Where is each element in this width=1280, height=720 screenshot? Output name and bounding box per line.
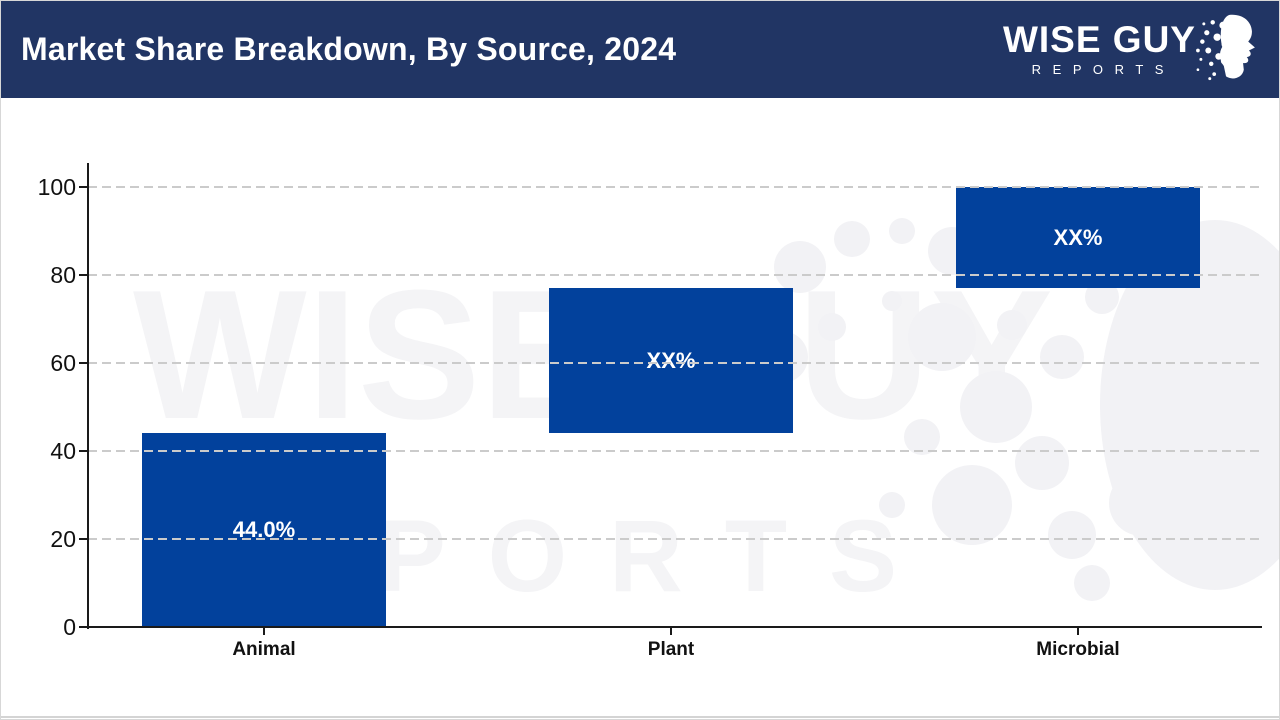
gridline-100 — [88, 186, 1262, 188]
x-tick-plant — [670, 628, 672, 635]
x-tick-animal — [263, 628, 265, 635]
gridline-60 — [88, 362, 1262, 364]
logo-text: WISE GUY R E P O R T S — [1003, 21, 1196, 77]
footer-divider — [0, 716, 1280, 718]
y-tick-100 — [79, 186, 88, 188]
y-tick-label: 40 — [50, 438, 76, 464]
category-label-plant: Plant — [647, 639, 695, 660]
bar-microbial: XX% — [956, 187, 1200, 289]
y-tick-0 — [79, 626, 88, 628]
logo-subtitle: R E P O R T S — [1031, 62, 1168, 77]
x-axis-line — [87, 626, 1262, 628]
header-bar: Market Share Breakdown, By Source, 2024 — [0, 0, 1280, 98]
y-tick-80 — [79, 274, 88, 276]
category-label-animal: Animal — [232, 639, 296, 660]
dotted-face-icon — [1196, 14, 1255, 81]
y-tick-label: 20 — [50, 526, 76, 552]
x-tick-microbial — [1077, 628, 1079, 635]
gridline-40 — [88, 450, 1262, 452]
y-tick-20 — [79, 538, 88, 540]
bar-animal: 44.0% — [142, 433, 386, 627]
y-tick-label: 100 — [37, 174, 76, 200]
y-tick-60 — [79, 362, 88, 364]
bar-value-label: XX% — [1053, 224, 1103, 250]
gridline-80 — [88, 274, 1262, 276]
y-tick-label: 60 — [50, 350, 76, 376]
wise-guy-reports-logo: WISE GUY R E P O R T S — [1003, 6, 1266, 92]
gridline-20 — [88, 538, 1262, 540]
bar-value-label: XX% — [646, 347, 696, 373]
logo-wordmark: WISE GUY — [1002, 19, 1196, 60]
y-tick-label: 80 — [50, 262, 76, 288]
bar-plant: XX% — [549, 288, 793, 434]
y-tick-40 — [79, 450, 88, 452]
page-title: Market Share Breakdown, By Source, 2024 — [21, 30, 677, 67]
y-axis-line — [87, 163, 89, 629]
y-tick-label: 0 — [63, 614, 76, 640]
category-label-microbial: Microbial — [1036, 639, 1120, 660]
